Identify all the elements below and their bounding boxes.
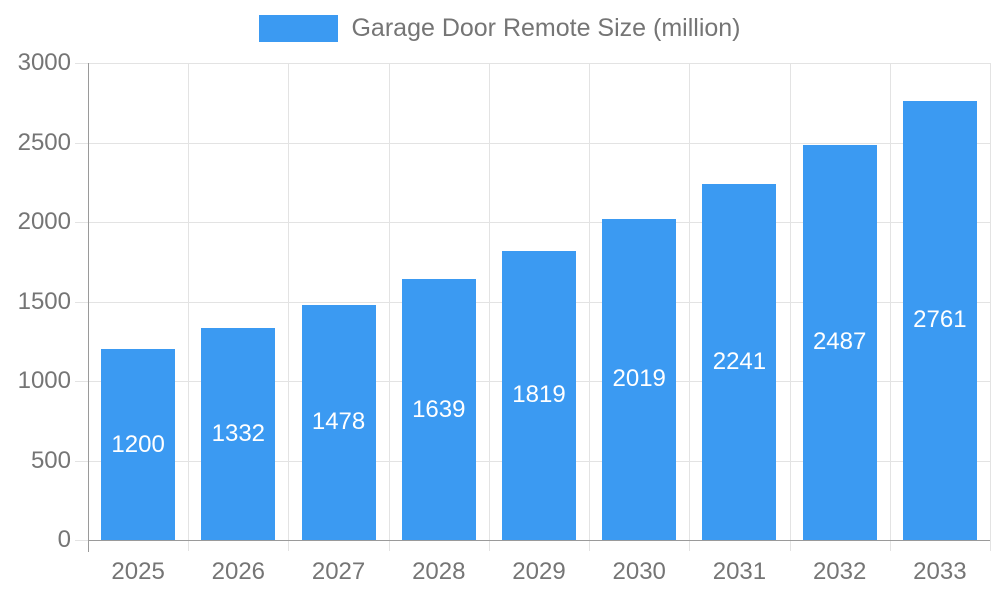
gridline-vertical — [188, 63, 190, 540]
x-axis-tick — [889, 540, 891, 551]
bar: 1478 — [301, 304, 376, 540]
bar-value-label: 1332 — [211, 420, 266, 448]
y-axis-tick — [75, 63, 88, 64]
gridline-vertical — [589, 63, 591, 540]
legend-label: Garage Door Remote Size (million) — [351, 14, 741, 42]
x-axis-tick — [689, 540, 691, 551]
x-axis-tick — [388, 540, 390, 551]
x-axis-tick — [488, 540, 490, 551]
y-axis-line — [88, 63, 89, 552]
gridline-vertical — [689, 63, 691, 540]
gridline-horizontal — [88, 63, 990, 64]
x-axis-line — [88, 540, 990, 541]
gridline-vertical — [789, 63, 791, 540]
bar: 2761 — [902, 101, 977, 540]
gridline-vertical — [288, 63, 290, 540]
bar: 1639 — [401, 279, 476, 540]
bar: 2019 — [602, 218, 677, 540]
legend: Garage Door Remote Size (million) — [0, 14, 1000, 43]
x-axis-tick — [288, 540, 290, 551]
gridline-vertical — [990, 63, 991, 540]
x-axis-tick — [990, 540, 991, 551]
y-axis-tick — [75, 142, 88, 144]
y-axis-tick — [75, 222, 88, 223]
gridline-horizontal — [88, 142, 990, 144]
y-axis-tick — [75, 301, 88, 303]
y-axis-label: 0 — [57, 526, 71, 553]
bar-value-label: 1819 — [512, 381, 566, 409]
y-axis-tick — [75, 540, 88, 541]
bar: 1332 — [201, 328, 276, 540]
x-axis-label: 2027 — [311, 558, 366, 585]
x-axis-label: 2033 — [913, 558, 967, 585]
x-axis-label: 2025 — [111, 558, 165, 585]
x-axis-label: 2026 — [211, 558, 266, 585]
gridline-vertical — [388, 63, 390, 540]
bar-value-label: 1200 — [111, 430, 165, 458]
y-axis-label: 500 — [30, 446, 71, 474]
x-axis-tick — [789, 540, 791, 551]
bar: 1200 — [101, 349, 176, 540]
bar: 2487 — [802, 144, 877, 540]
y-axis-tick — [75, 460, 88, 462]
bar-value-label: 2019 — [612, 365, 666, 393]
y-axis-label: 2000 — [17, 208, 71, 235]
y-axis-label: 1000 — [17, 367, 71, 394]
bar: 1819 — [502, 250, 576, 540]
bar: 2241 — [702, 183, 777, 540]
y-axis-label: 2500 — [17, 128, 71, 156]
y-axis-label: 3000 — [17, 49, 71, 76]
y-axis-label: 1500 — [17, 287, 71, 315]
x-axis-tick — [589, 540, 591, 551]
gridline-vertical — [889, 63, 891, 540]
bar-value-label: 2487 — [812, 328, 867, 356]
x-axis-label: 2028 — [412, 558, 466, 585]
bar-value-label: 1639 — [412, 395, 466, 423]
bar-value-label: 2761 — [913, 306, 967, 334]
bar-value-label: 1478 — [311, 408, 366, 436]
y-axis-tick — [75, 381, 88, 382]
x-axis-label: 2030 — [612, 558, 666, 585]
legend-swatch — [259, 15, 339, 42]
x-axis-label: 2032 — [812, 558, 867, 585]
x-axis-label: 2029 — [512, 558, 566, 585]
bar-value-label: 2241 — [712, 347, 767, 375]
gridline-vertical — [488, 63, 490, 540]
x-axis-tick — [188, 540, 190, 551]
gridline-horizontal — [88, 222, 990, 223]
x-axis-label: 2031 — [712, 558, 767, 585]
